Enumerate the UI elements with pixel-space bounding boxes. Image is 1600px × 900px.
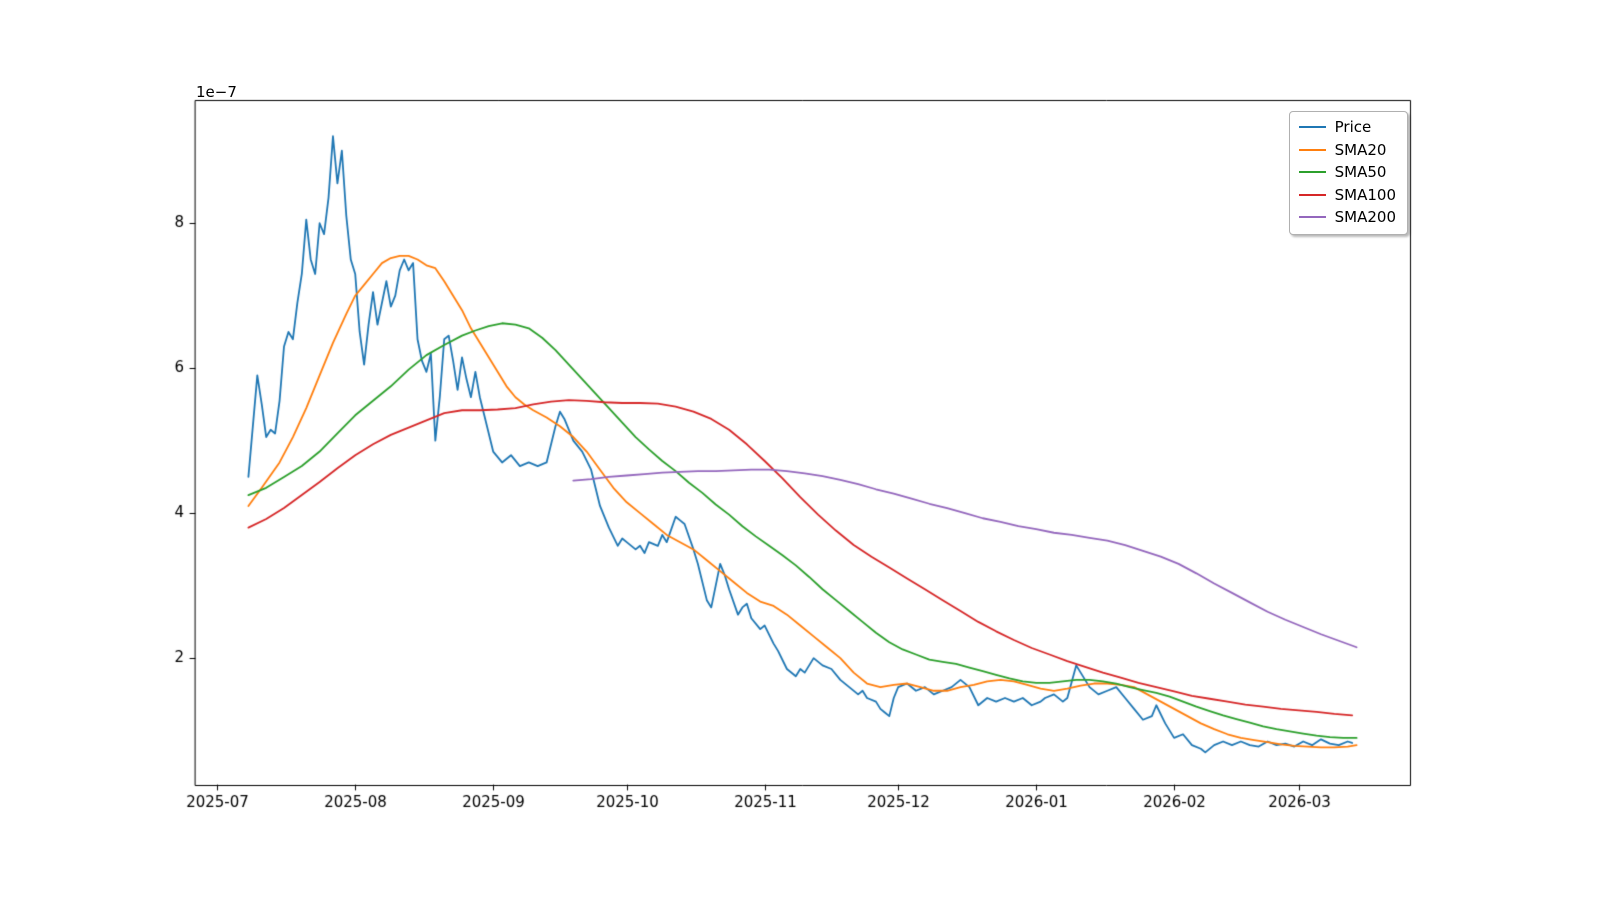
legend-label: SMA50 — [1334, 163, 1387, 181]
legend-item-sma200: SMA200 — [1298, 208, 1396, 226]
legend-item-sma100: SMA100 — [1298, 185, 1396, 204]
legend-line-sample — [1298, 193, 1326, 196]
y-axis-offset-label: 1e−7 — [196, 83, 237, 101]
legend-label: SMA20 — [1334, 140, 1387, 159]
legend-item-sma20: SMA20 — [1298, 140, 1396, 159]
legend-item-sma50: SMA50 — [1298, 163, 1396, 181]
legend-line-sample — [1298, 148, 1326, 151]
legend-line-sample — [1298, 171, 1326, 174]
legend-line-sample — [1298, 126, 1326, 129]
legend-line-sample — [1298, 216, 1326, 219]
legend-label: SMA100 — [1334, 185, 1396, 204]
legend-label: Price — [1334, 118, 1372, 136]
legend-label: SMA200 — [1334, 208, 1396, 226]
legend-item-price: Price — [1298, 118, 1396, 136]
chart-legend: Price SMA20 SMA50 SMA100 SMA200 — [1288, 111, 1408, 235]
